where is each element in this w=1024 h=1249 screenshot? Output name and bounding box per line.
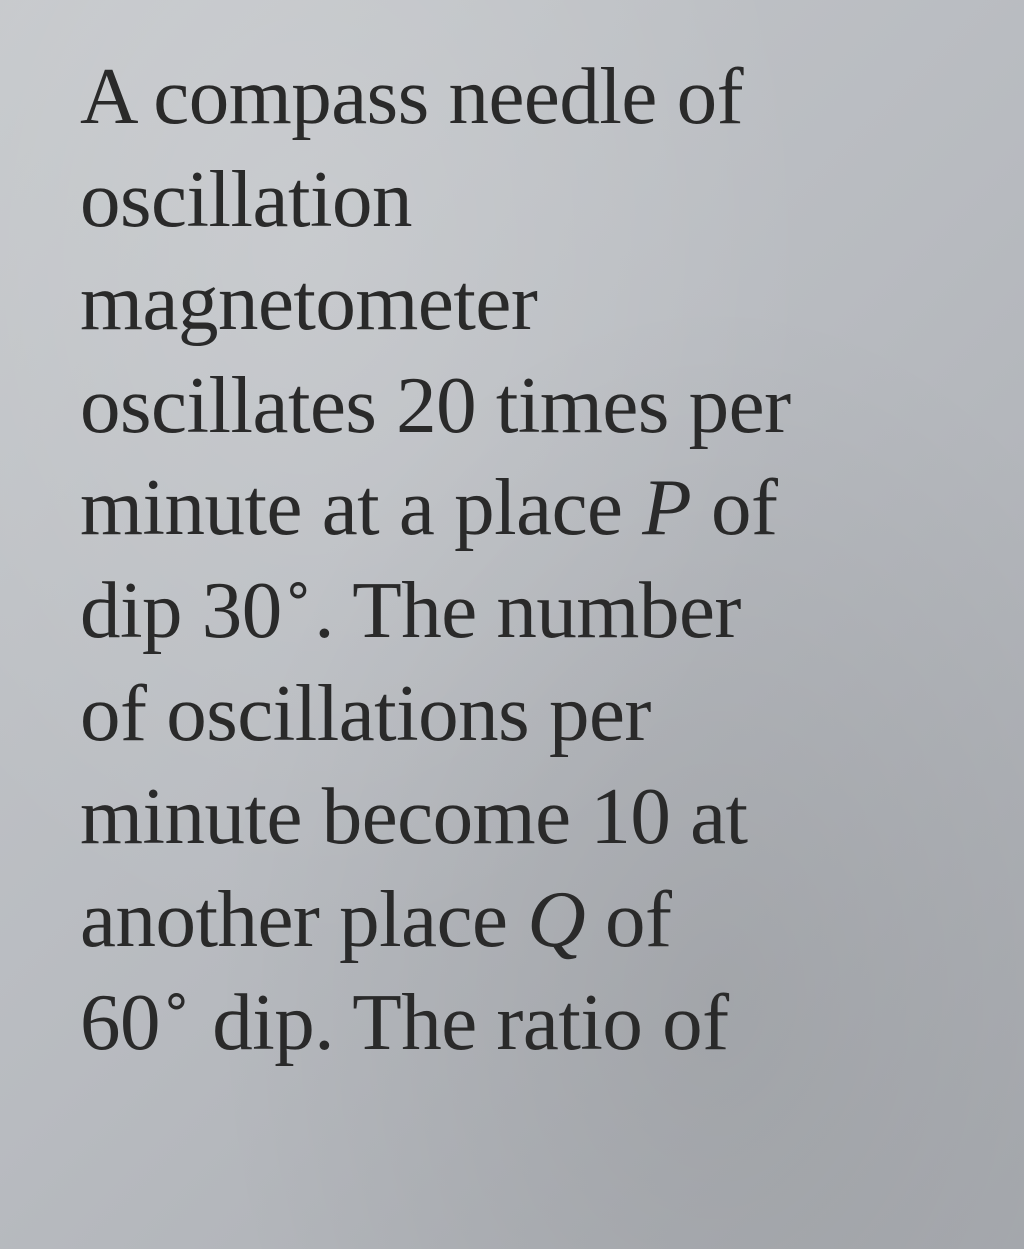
variable-Q: Q bbox=[527, 874, 585, 964]
text-segment: 60 bbox=[80, 977, 160, 1067]
text-segment: minute at a place bbox=[80, 462, 642, 552]
document-text-block: A compass needle of oscillation magnetom… bbox=[0, 0, 851, 1114]
degree-symbol: ∘ bbox=[282, 561, 314, 619]
text-line-2: oscillation bbox=[80, 148, 791, 251]
text-line-5: minute at a place P of bbox=[80, 456, 791, 559]
text-segment: another place bbox=[80, 874, 527, 964]
text-line-8: minute become 10 at bbox=[80, 765, 791, 868]
text-line-4: oscillates 20 times per bbox=[80, 354, 791, 457]
text-line-9: another place Q of bbox=[80, 868, 791, 971]
text-segment: dip 30 bbox=[80, 565, 282, 655]
text-segment: of bbox=[585, 874, 671, 964]
text-line-7: of oscillations per bbox=[80, 662, 791, 765]
text-line-1: A compass needle of bbox=[80, 45, 791, 148]
text-line-3: magnetometer bbox=[80, 251, 791, 354]
degree-symbol: ∘ bbox=[160, 972, 192, 1030]
text-segment: dip. The ratio of bbox=[192, 977, 728, 1067]
text-segment: . The number bbox=[314, 565, 741, 655]
text-segment: of bbox=[691, 462, 777, 552]
variable-P: P bbox=[642, 462, 691, 552]
text-line-6: dip 30∘. The number bbox=[80, 559, 791, 662]
text-line-10: 60∘ dip. The ratio of bbox=[80, 971, 791, 1074]
